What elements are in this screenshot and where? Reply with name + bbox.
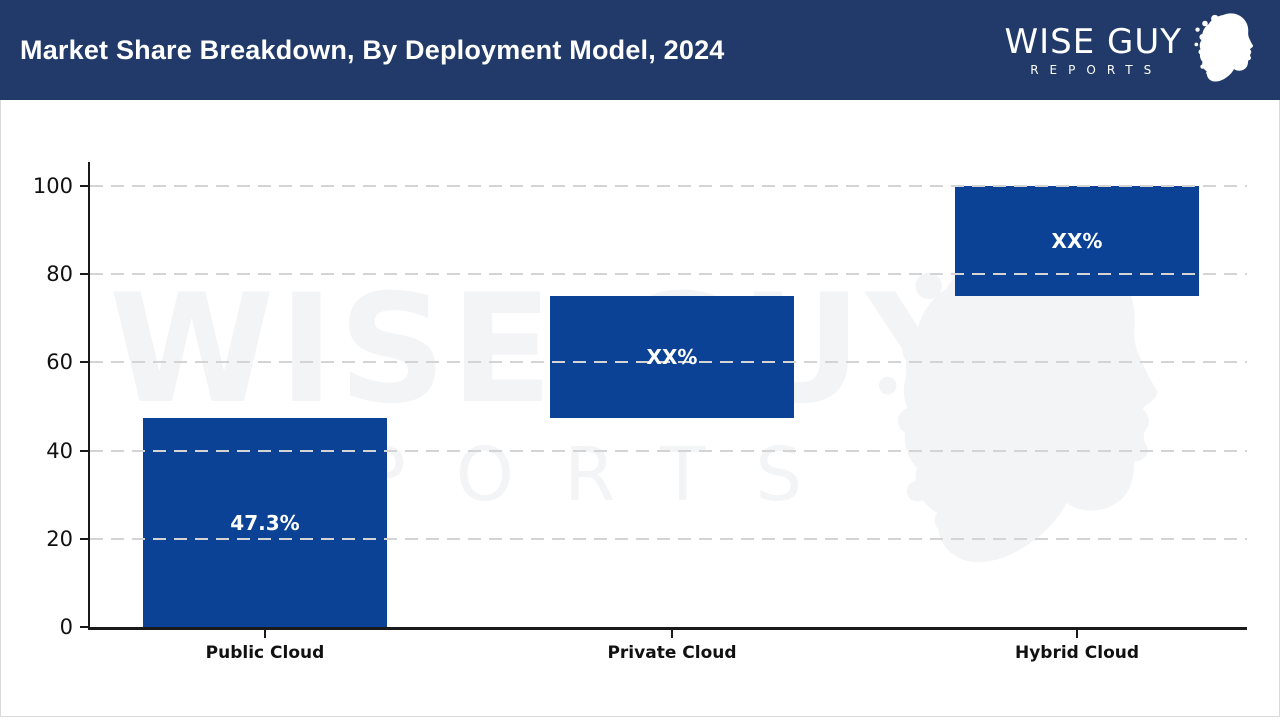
brand-face-icon xyxy=(1194,13,1254,82)
y-tick-mark xyxy=(80,185,89,187)
x-tick-mark xyxy=(264,630,266,638)
y-tick-label: 60 xyxy=(46,350,73,375)
chart-card: WISE GUY REPORTS 47.3% Public Cloud XX% Pri… xyxy=(0,100,1280,717)
y-tick-label: 0 xyxy=(59,615,73,639)
y-tick-mark xyxy=(80,537,89,540)
bar-2 xyxy=(550,296,794,419)
y-tick-label: 80 xyxy=(46,262,73,287)
x-axis-label: Private Cloud xyxy=(607,643,737,663)
chart-plot-area: 47.3% Public Cloud XX% Private Cloud XX% Hybr… xyxy=(1,100,1279,716)
x-tick-mark xyxy=(671,630,673,638)
bar-label: XX% xyxy=(646,345,698,370)
gridline-20 xyxy=(90,537,1247,540)
bar-label: 47.3% xyxy=(230,510,300,535)
x-axis-label: Public Cloud xyxy=(205,643,325,663)
page-title: Market Share Breakdown, By Deployment Mo… xyxy=(20,34,725,65)
x-tick-mark xyxy=(1076,630,1078,638)
bar-1 xyxy=(143,418,387,627)
gridline-80 xyxy=(90,273,1247,276)
bar-label: XX% xyxy=(1051,229,1103,254)
brand-logo: WISE GUY REPORTS xyxy=(1004,9,1258,91)
x-axis-line xyxy=(88,627,1247,630)
y-tick-mark xyxy=(80,449,89,452)
y-tick-mark xyxy=(80,626,89,628)
gridline-40 xyxy=(90,449,1247,452)
brand-subtitle: REPORTS xyxy=(1030,62,1163,77)
brand-wordmark: WISE GUY REPORTS xyxy=(1004,25,1182,76)
y-tick-mark xyxy=(80,361,89,364)
brand-name: WISE GUY xyxy=(1004,21,1182,62)
y-axis-line xyxy=(88,162,90,630)
gridline-60 xyxy=(90,361,1247,364)
gridline-100 xyxy=(90,185,1247,187)
y-tick-label: 100 xyxy=(32,174,73,198)
y-tick-mark xyxy=(80,273,89,276)
y-tick-label: 40 xyxy=(46,438,73,463)
x-axis-label: Hybrid Cloud xyxy=(1014,643,1140,663)
header-bar: Market Share Breakdown, By Deployment Mo… xyxy=(0,0,1280,100)
y-tick-label: 20 xyxy=(46,526,73,551)
